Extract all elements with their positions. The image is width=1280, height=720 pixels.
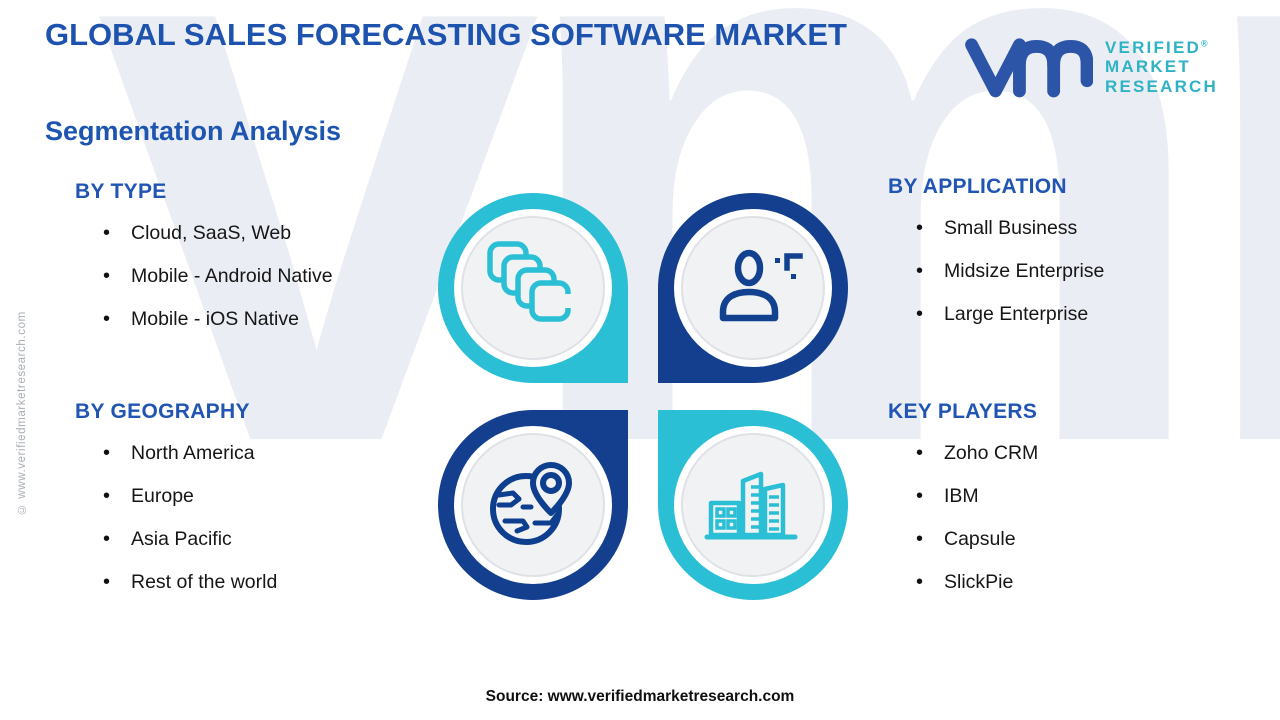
list-item: Cloud, SaaS, Web — [75, 222, 405, 245]
logo-wordmark: VERIFIED® MARKET RESEARCH — [1105, 37, 1219, 96]
quadrant-by-application — [658, 193, 848, 383]
registered-mark: ® — [1201, 38, 1208, 49]
list-item: Midsize Enterprise — [888, 260, 1218, 283]
quadrant-by-type — [438, 193, 628, 383]
section-by-type: BY TYPE Cloud, SaaS, Web Mobile - Androi… — [75, 180, 405, 351]
user-icon — [719, 249, 803, 322]
page-title: GLOBAL SALES FORECASTING SOFTWARE MARKET — [45, 17, 847, 52]
vmr-monogram-icon — [965, 38, 1093, 98]
list-item: SlickPie — [888, 571, 1218, 594]
page-subtitle: Segmentation Analysis — [45, 116, 342, 146]
side-copyright: © www.verifiedmarketresearch.com — [16, 311, 28, 515]
list-item: Capsule — [888, 528, 1218, 551]
section-heading: KEY PLAYERS — [888, 400, 1038, 423]
vmr-logo: VERIFIED® MARKET RESEARCH — [963, 30, 1218, 104]
list-item: North America — [75, 442, 405, 465]
buildings-icon — [704, 471, 798, 540]
list-item: Zoho CRM — [888, 442, 1218, 465]
list-item: IBM — [888, 485, 1218, 508]
section-by-application: BY APPLICATION Small Business Midsize En… — [888, 175, 1218, 346]
list-item: Asia Pacific — [75, 528, 405, 551]
quadrant-key-players — [658, 410, 848, 600]
list-item: Large Enterprise — [888, 303, 1218, 326]
source-attribution: Source: www.verifiedmarketresearch.com — [485, 688, 795, 705]
quadrant-by-geography — [438, 410, 628, 600]
section-heading: BY GEOGRAPHY — [75, 400, 250, 423]
list-item: Mobile - Android Native — [75, 265, 405, 288]
layers-icon — [487, 241, 573, 322]
section-key-players: KEY PLAYERS Zoho CRM IBM Capsule SlickPi… — [888, 400, 1218, 614]
section-heading: BY APPLICATION — [888, 175, 1067, 198]
list-item: Rest of the world — [75, 571, 405, 594]
globe-pin-icon — [490, 462, 572, 545]
list-item: Mobile - iOS Native — [75, 308, 405, 331]
section-by-geography: BY GEOGRAPHY North America Europe Asia P… — [75, 400, 405, 614]
list-item: Europe — [75, 485, 405, 508]
section-heading: BY TYPE — [75, 180, 167, 203]
list-item: Small Business — [888, 217, 1218, 240]
